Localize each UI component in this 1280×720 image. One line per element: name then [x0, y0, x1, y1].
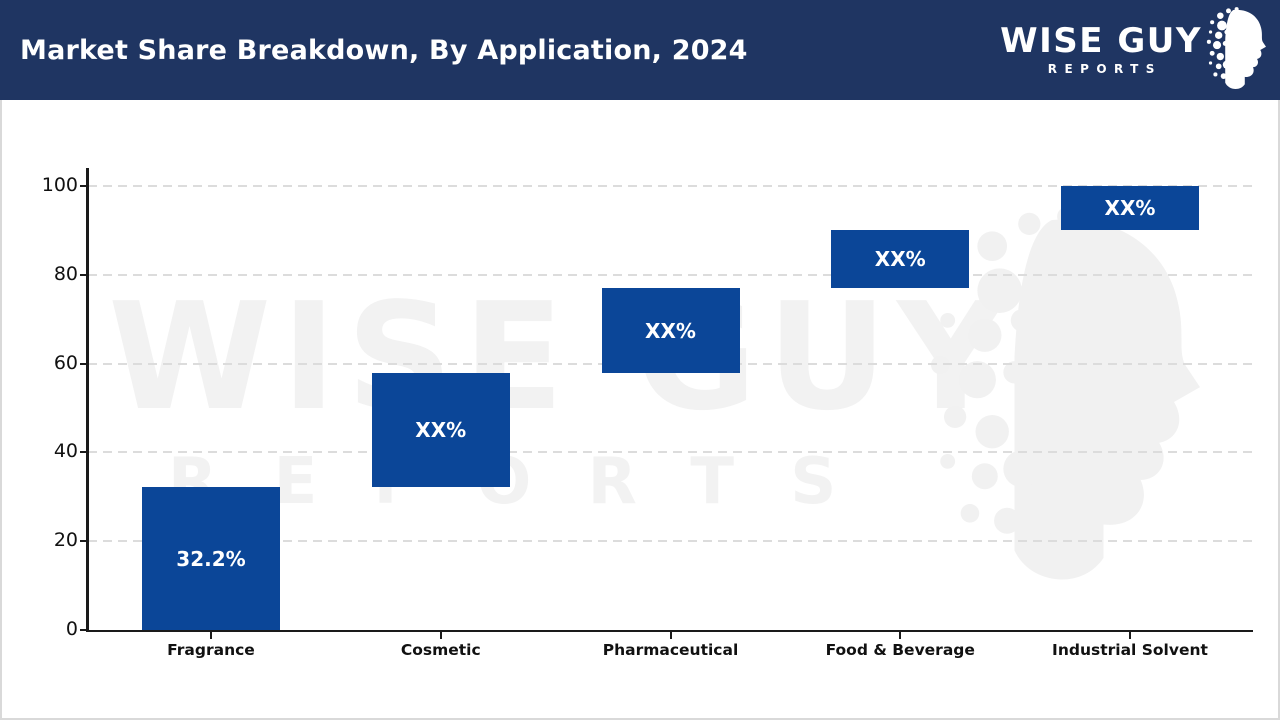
- x-tick-label: Food & Beverage: [825, 641, 975, 659]
- y-gridline: [88, 273, 1253, 276]
- y-tick-label: 0: [65, 618, 78, 640]
- bar-food-beverage: XX%: [831, 230, 970, 288]
- x-tick-label: Industrial Solvent: [1052, 641, 1208, 659]
- bar-cosmetic: XX%: [371, 373, 510, 488]
- y-tick: [80, 273, 88, 276]
- header: Market Share Breakdown, By Application, …: [0, 0, 1280, 100]
- wise-guy-logo: WISE GUY REPORTS: [1000, 7, 1266, 93]
- wise-guy-face-icon: [1204, 7, 1266, 93]
- y-tick-label: 80: [53, 262, 78, 285]
- logo-subtitle: REPORTS: [1047, 61, 1162, 76]
- y-gridline: [88, 451, 1253, 454]
- x-tick-label: Pharmaceutical: [602, 641, 739, 659]
- bar-value-label: XX%: [645, 318, 696, 343]
- y-axis: [86, 168, 89, 632]
- bar-pharmaceutical: XX%: [601, 287, 740, 374]
- y-tick: [80, 362, 88, 365]
- logo-text: WISE GUY REPORTS: [1000, 21, 1202, 76]
- bar-value-label: 32.2%: [176, 546, 246, 571]
- bar-fragrance: 32.2%: [142, 487, 280, 630]
- y-tick-label: 20: [53, 529, 78, 552]
- x-tick: [1129, 632, 1131, 639]
- logo-wordmark: WISE GUY: [1000, 21, 1202, 62]
- bar-value-label: XX%: [1104, 196, 1156, 221]
- x-tick-label: Fragrance: [167, 641, 255, 659]
- x-axis: [86, 629, 1253, 632]
- bar-industrial-solvent: XX%: [1061, 186, 1199, 231]
- x-tick: [439, 632, 442, 639]
- y-tick: [80, 185, 88, 187]
- y-tick-label: 60: [53, 351, 78, 374]
- y-tick: [80, 540, 88, 543]
- x-tick-label: Cosmetic: [400, 641, 481, 659]
- y-tick: [80, 451, 88, 454]
- page-title: Market Share Breakdown, By Application, …: [20, 34, 748, 66]
- y-gridline: [88, 185, 1253, 187]
- y-tick: [80, 629, 88, 631]
- y-gridline: [88, 540, 1253, 543]
- x-tick: [899, 632, 902, 639]
- x-tick: [210, 632, 212, 639]
- x-tick: [669, 632, 672, 639]
- bar-value-label: XX%: [874, 247, 926, 272]
- y-tick-label: 100: [41, 174, 78, 196]
- y-tick-label: 40: [53, 440, 78, 463]
- bar-value-label: XX%: [415, 418, 467, 443]
